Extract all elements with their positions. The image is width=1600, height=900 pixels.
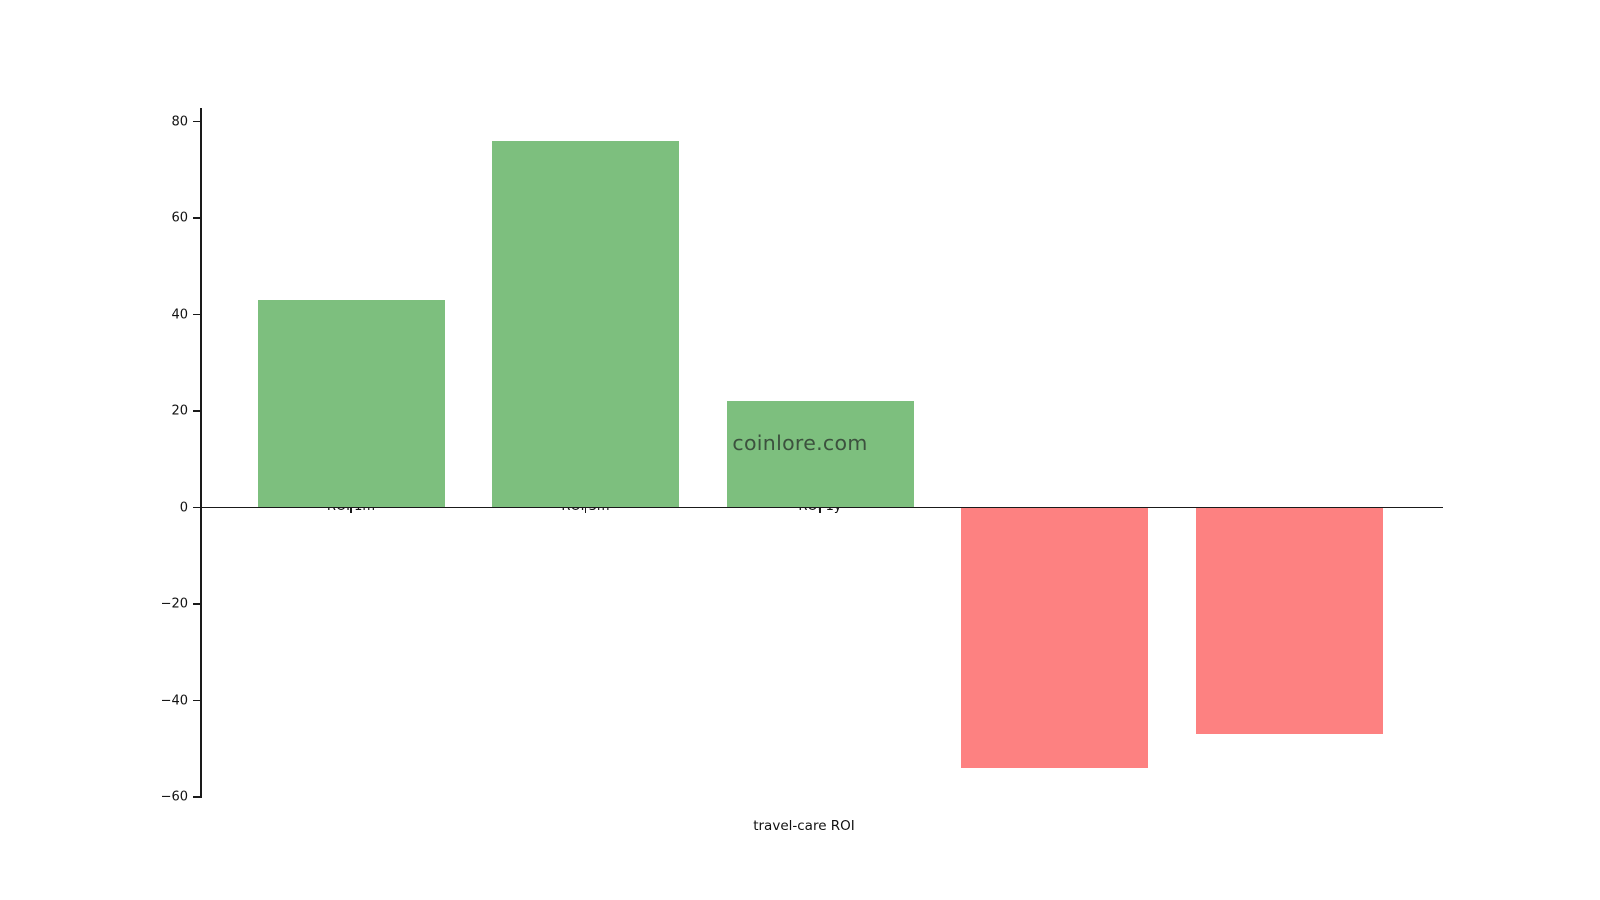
y-tick-label-0: 0 [179, 500, 188, 515]
y-tick-label-40: 40 [171, 307, 188, 322]
bar-roi-neg-2 [1195, 507, 1383, 735]
y-tick-label-80: 80 [171, 114, 188, 129]
x-axis-line [200, 506, 1443, 509]
watermark-text: coinlore.com [732, 431, 868, 455]
bar-roi-3m [492, 140, 679, 508]
y-tick-mark-40 [193, 313, 200, 316]
y-tick-label-60: 60 [171, 210, 188, 226]
chart-title: travel-care ROI [753, 818, 855, 834]
bar-roi-1m [257, 300, 445, 508]
y-tick-label-20: 20 [171, 403, 188, 419]
y-tick-mark-60 [193, 217, 200, 219]
x-tick-mark-roi-1m [350, 508, 352, 514]
y-tick-mark-80 [193, 120, 200, 123]
y-tick-mark-0 [193, 506, 200, 509]
bar-roi-neg-1 [961, 507, 1148, 769]
y-tick-label-−20: −20 [160, 596, 188, 612]
bar-roi-1y [726, 401, 914, 508]
y-tick-mark-−40 [193, 699, 200, 702]
y-tick-mark-20 [193, 410, 200, 412]
y-tick-label-−60: −60 [160, 789, 188, 805]
y-axis-line [200, 108, 202, 798]
x-tick-mark-roi-3m [584, 508, 587, 514]
y-tick-mark-−60 [193, 796, 200, 798]
x-tick-mark-roi-1y [819, 508, 821, 514]
y-tick-label-−40: −40 [160, 693, 188, 708]
y-tick-mark-−20 [193, 603, 200, 605]
